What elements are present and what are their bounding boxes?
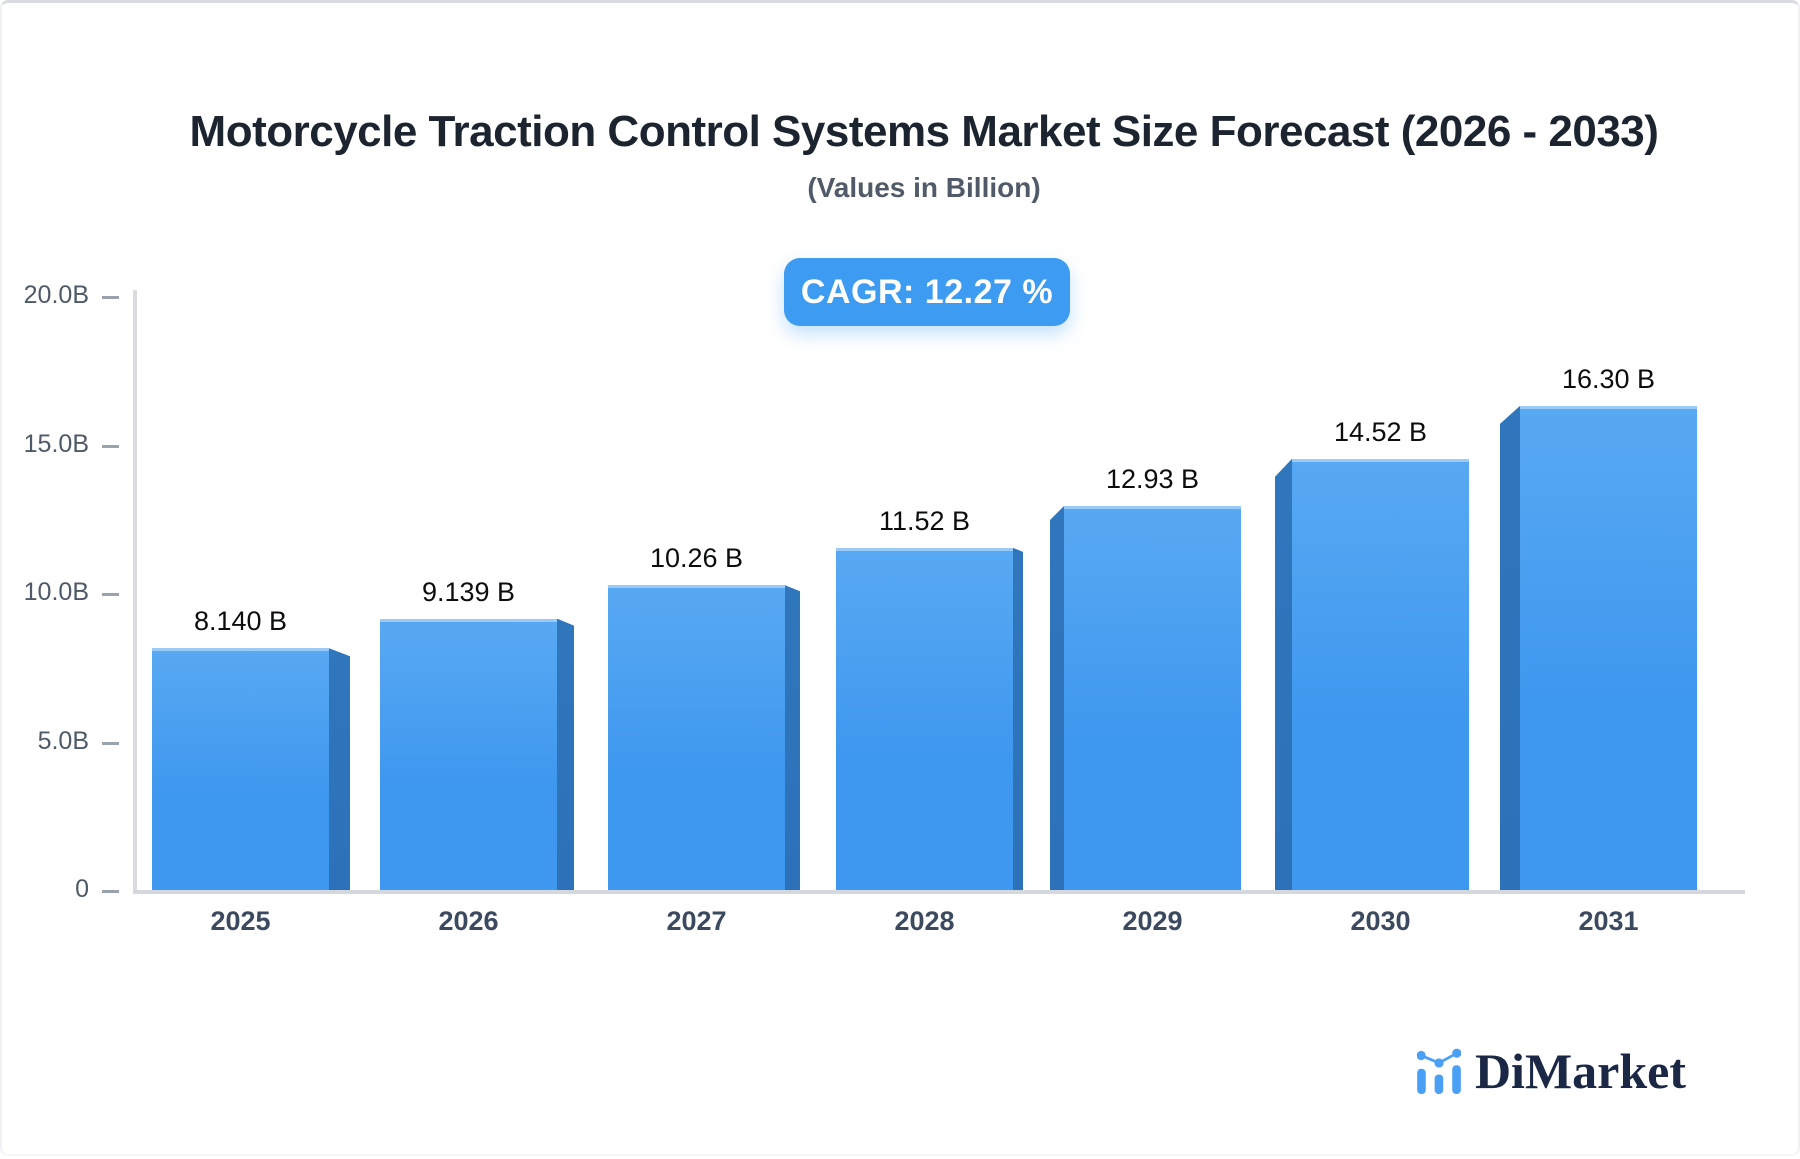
x-axis-label: 2026 bbox=[438, 906, 499, 936]
bar-value-label: 16.30 B bbox=[1561, 363, 1656, 394]
bar-top-highlight bbox=[380, 618, 557, 622]
bar-side-face bbox=[785, 585, 800, 890]
y-axis-tick bbox=[102, 444, 119, 448]
cagr-badge-label: CAGR: 12.27 % bbox=[800, 272, 1054, 311]
x-axis-label: 2029 bbox=[1122, 906, 1183, 936]
bar-value-label: 14.52 B bbox=[1333, 416, 1428, 447]
bar-side-face bbox=[1050, 505, 1064, 890]
y-axis-tick bbox=[102, 890, 119, 893]
y-axis-tick-label: 5.0B bbox=[37, 726, 89, 755]
x-axis-label: 2028 bbox=[894, 906, 955, 936]
brand-logo: DiMarket bbox=[1416, 1039, 1686, 1103]
bar-top-highlight bbox=[1292, 458, 1469, 462]
dimarket-logo-icon bbox=[1416, 1048, 1461, 1094]
x-axis-label: 2025 bbox=[210, 906, 271, 936]
y-axis-tick-label: 15.0B bbox=[23, 429, 89, 458]
bar-top-highlight bbox=[152, 648, 329, 652]
y-axis-tick-label: 20.0B bbox=[23, 281, 89, 309]
bar-value-label: 8.140 B bbox=[193, 606, 288, 637]
chart-header: Motorcycle Traction Control Systems Mark… bbox=[24, 107, 1800, 204]
bar-top-highlight bbox=[608, 585, 785, 589]
y-axis-line bbox=[133, 290, 137, 893]
x-axis-label: 2027 bbox=[666, 906, 727, 936]
bar-value-label: 11.52 B bbox=[878, 505, 971, 536]
bar-chart-plot: 0 5.0B 10.0B 15.0B 20.0B 8.140 B 2025 9.139 B 20… bbox=[2, 3, 1800, 1159]
cagr-badge: CAGR: 12.27 % bbox=[784, 258, 1070, 326]
y-axis-tick bbox=[102, 593, 119, 596]
chart-subtitle: (Values in Billion) bbox=[807, 171, 1041, 203]
dimarket-logo-text: DiMarket bbox=[1474, 1043, 1686, 1099]
bar-side-face bbox=[1500, 405, 1520, 890]
y-axis-tick bbox=[102, 296, 119, 299]
bar-top-highlight bbox=[1064, 505, 1241, 509]
bar-side-face bbox=[557, 618, 574, 890]
x-axis-label: 2031 bbox=[1578, 906, 1639, 936]
chart-title: Motorcycle Traction Control Systems Mark… bbox=[189, 107, 1659, 156]
bar-side-face bbox=[329, 648, 350, 890]
bar bbox=[836, 547, 1013, 890]
bar bbox=[608, 585, 785, 890]
bar-top-highlight bbox=[836, 547, 1013, 551]
bar-top-highlight bbox=[1520, 405, 1697, 409]
x-axis-line bbox=[133, 890, 1745, 894]
bar-side-face bbox=[1013, 547, 1023, 890]
bar bbox=[380, 618, 557, 890]
bar bbox=[1292, 458, 1469, 890]
bar-side-face bbox=[1275, 458, 1292, 890]
bar bbox=[1520, 405, 1697, 890]
bar bbox=[1064, 505, 1241, 890]
x-axis-label: 2030 bbox=[1350, 906, 1411, 936]
y-axis-tick-label: 10.0B bbox=[23, 578, 89, 606]
y-axis-tick bbox=[102, 741, 119, 745]
bar-value-label: 10.26 B bbox=[649, 543, 744, 574]
bar-value-label: 9.139 B bbox=[421, 576, 516, 607]
bar bbox=[152, 648, 329, 890]
bar-value-label: 12.93 B bbox=[1105, 463, 1200, 494]
y-axis-tick-label: 0 bbox=[75, 875, 89, 903]
